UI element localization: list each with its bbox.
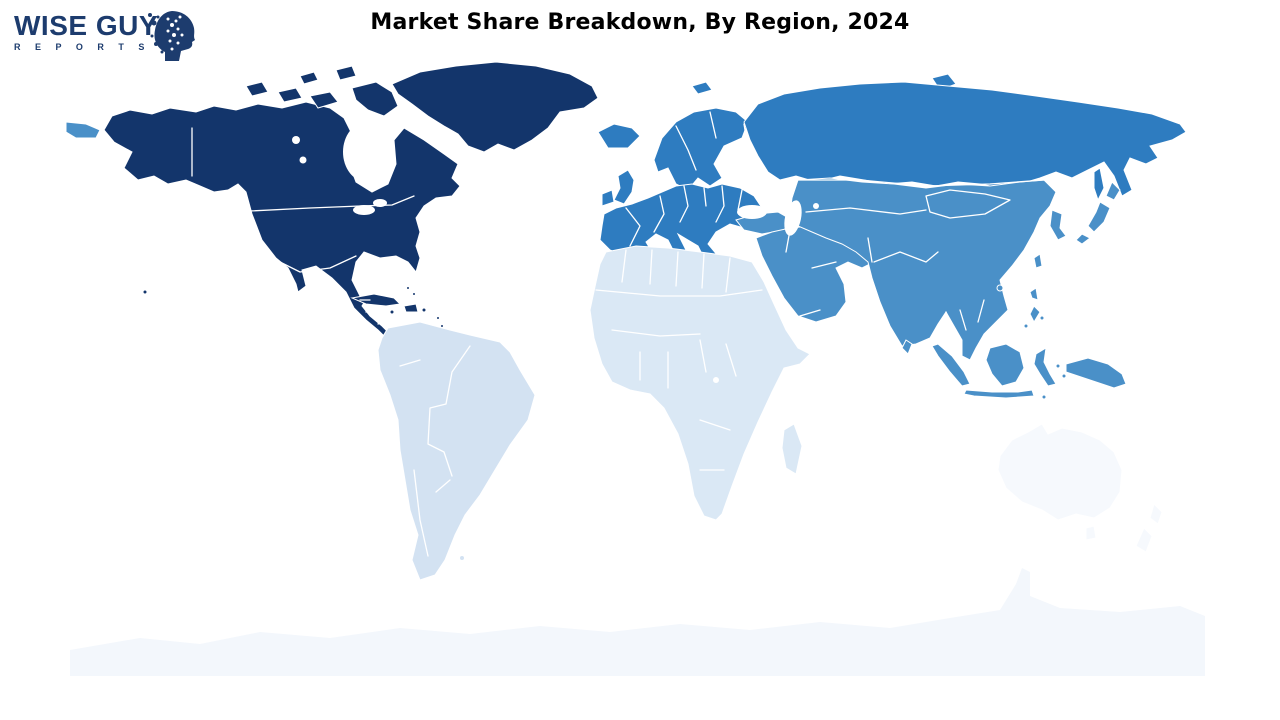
south-america-mainland xyxy=(377,321,536,581)
black-sea xyxy=(737,205,767,219)
tasmania xyxy=(1085,525,1097,541)
chukotka-wrap xyxy=(65,121,101,139)
region-antarctica xyxy=(70,568,1205,676)
lake-victoria xyxy=(713,377,719,383)
region-africa xyxy=(589,245,811,521)
hainan xyxy=(996,284,1004,292)
aral-sea xyxy=(813,203,819,209)
caribbean-islands xyxy=(350,293,419,313)
greenland xyxy=(391,61,599,153)
region-asia xyxy=(65,121,1127,400)
country-borders xyxy=(191,111,1045,557)
taiwan xyxy=(1033,253,1043,269)
falkland-islands xyxy=(459,555,465,561)
japan xyxy=(1075,181,1121,245)
madagascar xyxy=(781,423,803,475)
inland-seas xyxy=(713,200,819,383)
sulawesi xyxy=(1033,347,1057,387)
great-britain xyxy=(613,169,635,205)
caspian-sea xyxy=(784,200,802,236)
logo-text: WISE GUY R E P O R T S xyxy=(14,10,159,53)
korea xyxy=(1049,209,1067,241)
borneo xyxy=(985,343,1025,387)
logo-head-icon xyxy=(142,11,195,61)
sakhalin xyxy=(1093,167,1105,202)
scandinavia xyxy=(653,107,749,191)
wise-guy-reports-logo: WISE GUY R E P O R T S xyxy=(14,8,204,64)
australia xyxy=(997,423,1123,521)
africa-mainland xyxy=(589,245,811,521)
new-guinea xyxy=(1065,357,1127,389)
region-north-america xyxy=(103,61,599,364)
java xyxy=(963,389,1035,399)
region-oceania xyxy=(997,423,1163,553)
logo-brand-subtitle: R E P O R T S xyxy=(14,42,151,52)
logo-brand-name: WISE GUY xyxy=(14,10,159,41)
sumatra xyxy=(931,343,971,387)
chart-title: Market Share Breakdown, By Region, 2024 xyxy=(370,10,910,35)
great-lakes xyxy=(353,205,375,215)
region-south-america xyxy=(377,321,536,581)
hudson-bay xyxy=(343,122,391,182)
arctic-islands xyxy=(245,65,399,117)
sri-lanka xyxy=(901,339,913,355)
ireland xyxy=(601,189,615,207)
philippines xyxy=(1029,287,1041,324)
russia xyxy=(743,81,1187,197)
antarctica xyxy=(70,568,1205,676)
iceland xyxy=(597,123,641,149)
pacific-island-dot xyxy=(142,289,148,295)
region-europe-russia xyxy=(597,73,1187,274)
svalbard xyxy=(691,81,713,95)
new-zealand xyxy=(1135,503,1163,553)
